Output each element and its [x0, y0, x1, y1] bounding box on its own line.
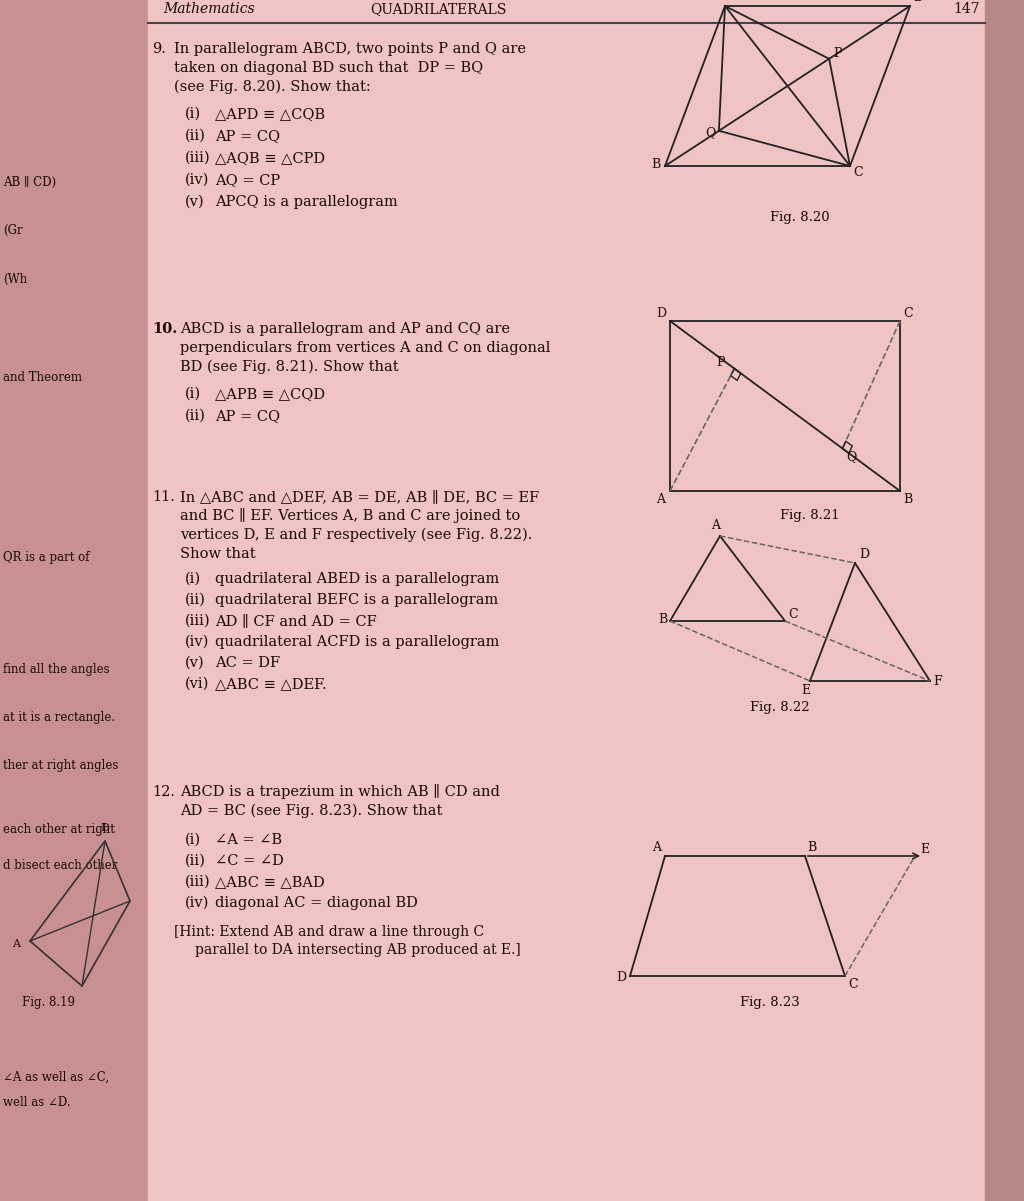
Text: Fig. 8.20: Fig. 8.20 [770, 211, 829, 225]
Text: AD ∥ CF and AD = CF: AD ∥ CF and AD = CF [215, 614, 377, 628]
Text: B: B [807, 841, 816, 854]
Text: D: D [616, 970, 626, 984]
Text: parallel to DA intersecting AB produced at E.]: parallel to DA intersecting AB produced … [195, 943, 521, 957]
Text: (iv): (iv) [185, 173, 209, 187]
Text: In parallelogram ABCD, two points P and Q are: In parallelogram ABCD, two points P and … [174, 42, 526, 56]
Text: C: C [853, 166, 862, 179]
Text: AB ∥ CD): AB ∥ CD) [3, 177, 56, 189]
Bar [148, 0, 985, 1201]
Text: AQ = CP: AQ = CP [215, 173, 281, 187]
Text: (ii): (ii) [185, 593, 206, 607]
Text: AP = CQ: AP = CQ [215, 410, 281, 423]
Text: APCQ is a parallelogram: APCQ is a parallelogram [215, 195, 397, 209]
Text: (see Fig. 8.20). Show that:: (see Fig. 8.20). Show that: [174, 79, 371, 94]
Text: (i): (i) [185, 107, 201, 121]
Text: ∠C = ∠D: ∠C = ∠D [215, 854, 284, 868]
Text: (v): (v) [185, 656, 205, 670]
Text: 9.: 9. [152, 42, 166, 56]
Text: △ABC ≡ △BAD: △ABC ≡ △BAD [215, 876, 325, 889]
Text: (i): (i) [185, 387, 201, 401]
Text: C: C [848, 978, 858, 991]
Text: perpendiculars from vertices A and C on diagonal: perpendiculars from vertices A and C on … [180, 341, 550, 355]
Text: and BC ∥ EF. Vertices A, B and C are joined to: and BC ∥ EF. Vertices A, B and C are joi… [180, 508, 520, 522]
Bar [0, 0, 148, 1201]
Text: AC = DF: AC = DF [215, 656, 281, 670]
Text: (ii): (ii) [185, 854, 206, 868]
Text: ∠A as well as ∠C,: ∠A as well as ∠C, [3, 1071, 110, 1085]
Text: P: P [834, 47, 842, 60]
Text: Q: Q [705, 126, 716, 139]
Text: [Hint: Extend AB and draw a line through C: [Hint: Extend AB and draw a line through… [174, 925, 484, 939]
Text: (iii): (iii) [185, 876, 211, 889]
Text: △AQB ≡ △CPD: △AQB ≡ △CPD [215, 151, 326, 165]
Text: d bisect each other: d bisect each other [3, 859, 118, 872]
Text: (iii): (iii) [185, 151, 211, 165]
Text: C: C [903, 307, 912, 319]
Text: C: C [788, 608, 798, 621]
Text: In △ABC and △DEF, AB = DE, AB ∥ DE, BC = EF: In △ABC and △DEF, AB = DE, AB ∥ DE, BC =… [180, 490, 540, 504]
Text: ∠A = ∠B: ∠A = ∠B [215, 833, 283, 847]
Text: Show that: Show that [180, 546, 256, 561]
Text: ther at right angles: ther at right angles [3, 759, 119, 772]
Text: (ii): (ii) [185, 129, 206, 143]
Text: D: D [913, 0, 923, 4]
Text: A: A [12, 939, 20, 949]
Text: D: D [100, 823, 109, 833]
Text: 11.: 11. [152, 490, 175, 504]
Text: quadrilateral ACFD is a parallelogram: quadrilateral ACFD is a parallelogram [215, 635, 500, 649]
Text: QUADRILATERALS: QUADRILATERALS [370, 2, 507, 16]
Text: (iv): (iv) [185, 635, 209, 649]
Text: (i): (i) [185, 572, 201, 586]
Text: B: B [658, 613, 668, 626]
Text: QR is a part of: QR is a part of [3, 551, 89, 564]
Text: A: A [652, 841, 662, 854]
Text: taken on diagonal BD such that  DP = BQ: taken on diagonal BD such that DP = BQ [174, 61, 483, 74]
Text: Q: Q [847, 450, 857, 464]
Text: P: P [717, 355, 725, 369]
Text: (i): (i) [185, 833, 201, 847]
Text: Fig. 8.22: Fig. 8.22 [750, 701, 810, 715]
Text: △APB ≡ △CQD: △APB ≡ △CQD [215, 387, 326, 401]
Text: Mathematics: Mathematics [163, 2, 255, 16]
Text: D: D [859, 548, 869, 561]
Text: E: E [920, 843, 929, 856]
Text: ABCD is a trapezium in which AB ∥ CD and: ABCD is a trapezium in which AB ∥ CD and [180, 784, 500, 799]
Text: 10.: 10. [152, 322, 177, 336]
Text: and Theorem: and Theorem [3, 371, 82, 384]
Text: each other at right: each other at right [3, 823, 115, 836]
Text: vertices D, E and F respectively (see Fig. 8.22).: vertices D, E and F respectively (see Fi… [180, 527, 532, 542]
Text: E: E [802, 685, 811, 697]
Text: F: F [933, 675, 942, 688]
Bar [985, 0, 1024, 1201]
Text: Fig. 8.21: Fig. 8.21 [780, 509, 840, 522]
Text: △ABC ≡ △DEF.: △ABC ≡ △DEF. [215, 677, 327, 691]
Text: (iii): (iii) [185, 614, 211, 628]
Text: (iv): (iv) [185, 896, 209, 910]
Text: find all the angles: find all the angles [3, 663, 110, 676]
Text: B: B [651, 159, 660, 171]
Text: 147: 147 [953, 2, 980, 16]
Text: BD (see Fig. 8.21). Show that: BD (see Fig. 8.21). Show that [180, 359, 398, 374]
Text: A: A [656, 492, 665, 506]
Text: diagonal AC = diagonal BD: diagonal AC = diagonal BD [215, 896, 418, 910]
Text: (Wh: (Wh [3, 273, 28, 286]
Text: (ii): (ii) [185, 410, 206, 423]
Text: AD = BC (see Fig. 8.23). Show that: AD = BC (see Fig. 8.23). Show that [180, 803, 442, 818]
Text: (Gr: (Gr [3, 225, 23, 237]
Text: A: A [712, 519, 721, 532]
Text: Fig. 8.23: Fig. 8.23 [740, 996, 800, 1009]
Text: B: B [903, 492, 912, 506]
Text: at it is a rectangle.: at it is a rectangle. [3, 711, 115, 724]
Text: quadrilateral BEFC is a parallelogram: quadrilateral BEFC is a parallelogram [215, 593, 499, 607]
Text: (v): (v) [185, 195, 205, 209]
Text: 12.: 12. [152, 785, 175, 799]
Text: D: D [656, 307, 667, 319]
Text: well as ∠D.: well as ∠D. [3, 1097, 71, 1109]
Text: △APD ≡ △CQB: △APD ≡ △CQB [215, 107, 326, 121]
Text: ABCD is a parallelogram and AP and CQ are: ABCD is a parallelogram and AP and CQ ar… [180, 322, 510, 336]
Text: quadrilateral ABED is a parallelogram: quadrilateral ABED is a parallelogram [215, 572, 500, 586]
Text: AP = CQ: AP = CQ [215, 129, 281, 143]
Text: Fig. 8.19: Fig. 8.19 [22, 996, 75, 1009]
Text: (vi): (vi) [185, 677, 209, 691]
